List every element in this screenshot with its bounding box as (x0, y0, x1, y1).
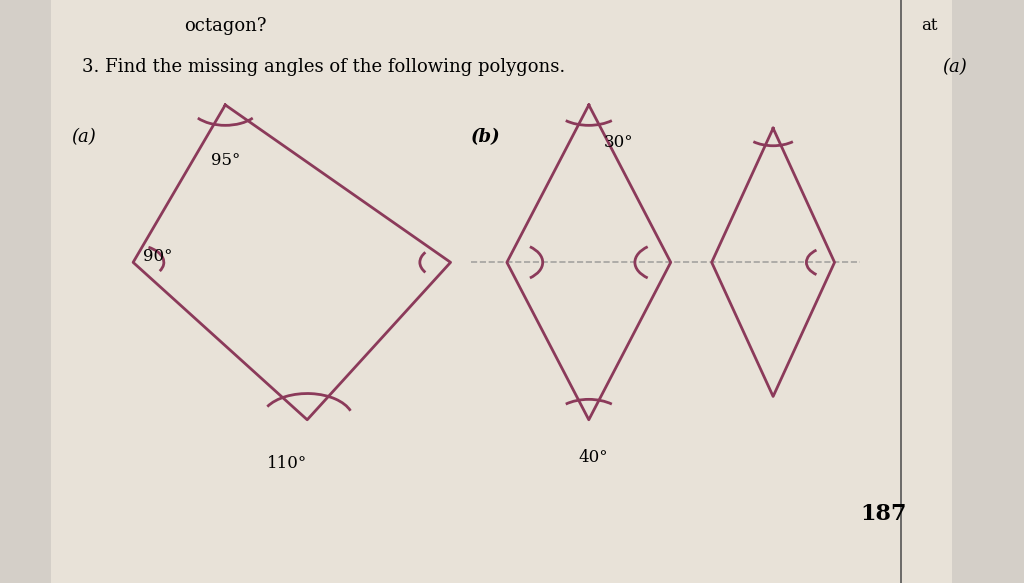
Text: 187: 187 (860, 503, 906, 525)
Text: 30°: 30° (604, 134, 634, 151)
Text: (b): (b) (471, 128, 501, 146)
Text: (a): (a) (942, 58, 967, 76)
Text: 110°: 110° (266, 455, 307, 472)
Text: 40°: 40° (579, 449, 608, 466)
Text: octagon?: octagon? (184, 17, 267, 36)
Text: at: at (922, 17, 938, 34)
Text: 90°: 90° (143, 248, 173, 265)
Text: 3. Find the missing angles of the following polygons.: 3. Find the missing angles of the follow… (82, 58, 565, 76)
Text: (a): (a) (72, 128, 96, 146)
Text: 95°: 95° (211, 152, 240, 168)
FancyBboxPatch shape (51, 0, 952, 583)
